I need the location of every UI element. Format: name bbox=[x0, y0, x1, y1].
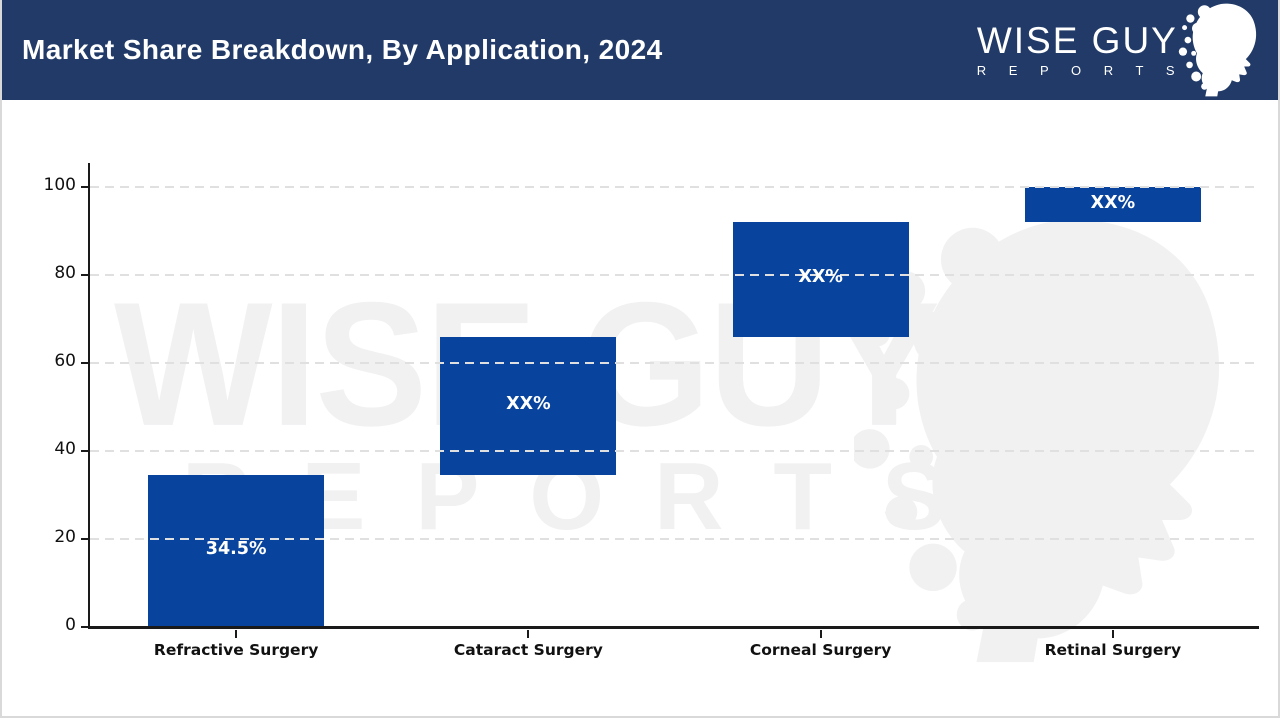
bar-segment bbox=[1024, 187, 1201, 223]
bar-segment bbox=[148, 475, 325, 627]
x-tick bbox=[235, 630, 238, 638]
logo-subtitle: R E P O R T S bbox=[976, 63, 1184, 78]
x-tick bbox=[527, 630, 530, 638]
chart-title: Market Share Breakdown, By Application, … bbox=[22, 34, 663, 65]
category-label: Refractive Surgery bbox=[153, 641, 319, 659]
gridline bbox=[90, 362, 1259, 364]
gridline bbox=[90, 538, 1259, 540]
y-tick-label: 40 bbox=[54, 439, 76, 459]
y-tick-label: 0 bbox=[65, 615, 76, 635]
header-bar: Market Share Breakdown, By Application, … bbox=[2, 0, 1278, 100]
y-tick-label: 80 bbox=[54, 263, 76, 283]
watermark-head-profile-icon bbox=[854, 212, 1249, 670]
logo-text: WISE GUY R E P O R T S bbox=[971, 22, 1184, 78]
x-tick bbox=[1111, 630, 1114, 638]
wise-guy-reports-logo: WISE GUY R E P O R T S bbox=[971, 0, 1264, 100]
y-axis bbox=[88, 163, 90, 629]
y-tick-label: 20 bbox=[54, 527, 76, 547]
y-tick bbox=[81, 186, 90, 188]
logo-wordmark: WISE GUY bbox=[976, 20, 1178, 61]
bar-value-label: XX% bbox=[1090, 192, 1136, 213]
y-tick bbox=[81, 274, 90, 276]
gridline bbox=[90, 274, 1259, 276]
gridline bbox=[90, 450, 1259, 452]
category-label: Cataract Surgery bbox=[453, 641, 603, 659]
bar-segment bbox=[732, 222, 909, 337]
bar-value-label: 34.5% bbox=[205, 539, 267, 560]
chart-area: WISE GUY REPORTS 02040608010034.5%Refrac… bbox=[2, 100, 1278, 716]
y-tick-label: 60 bbox=[54, 351, 76, 371]
y-tick bbox=[81, 538, 90, 540]
x-tick bbox=[819, 630, 822, 638]
y-tick bbox=[81, 626, 90, 628]
dotted-head-profile-icon bbox=[1178, 2, 1264, 98]
bar-segment bbox=[440, 336, 617, 476]
y-tick-label: 100 bbox=[43, 175, 76, 195]
category-label: Retinal Surgery bbox=[1044, 641, 1182, 659]
bar-value-label: XX% bbox=[506, 393, 551, 414]
y-tick bbox=[81, 450, 90, 452]
x-axis bbox=[88, 626, 1259, 629]
y-tick bbox=[81, 362, 90, 364]
gridline bbox=[90, 186, 1259, 188]
bar-value-label: XX% bbox=[798, 267, 843, 288]
category-label: Corneal Surgery bbox=[749, 641, 892, 659]
